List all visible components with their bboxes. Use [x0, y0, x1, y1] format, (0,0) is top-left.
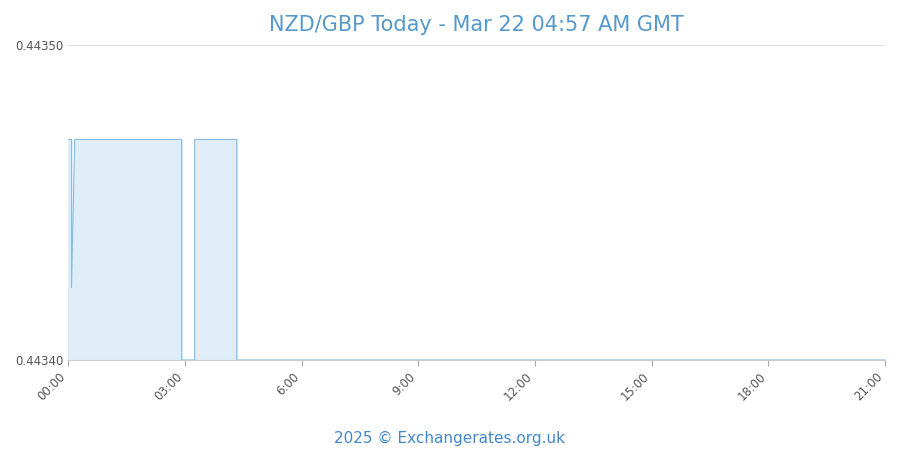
Text: 2025 © Exchangerates.org.uk: 2025 © Exchangerates.org.uk: [335, 431, 565, 446]
Title: NZD/GBP Today - Mar 22 04:57 AM GMT: NZD/GBP Today - Mar 22 04:57 AM GMT: [269, 15, 684, 35]
